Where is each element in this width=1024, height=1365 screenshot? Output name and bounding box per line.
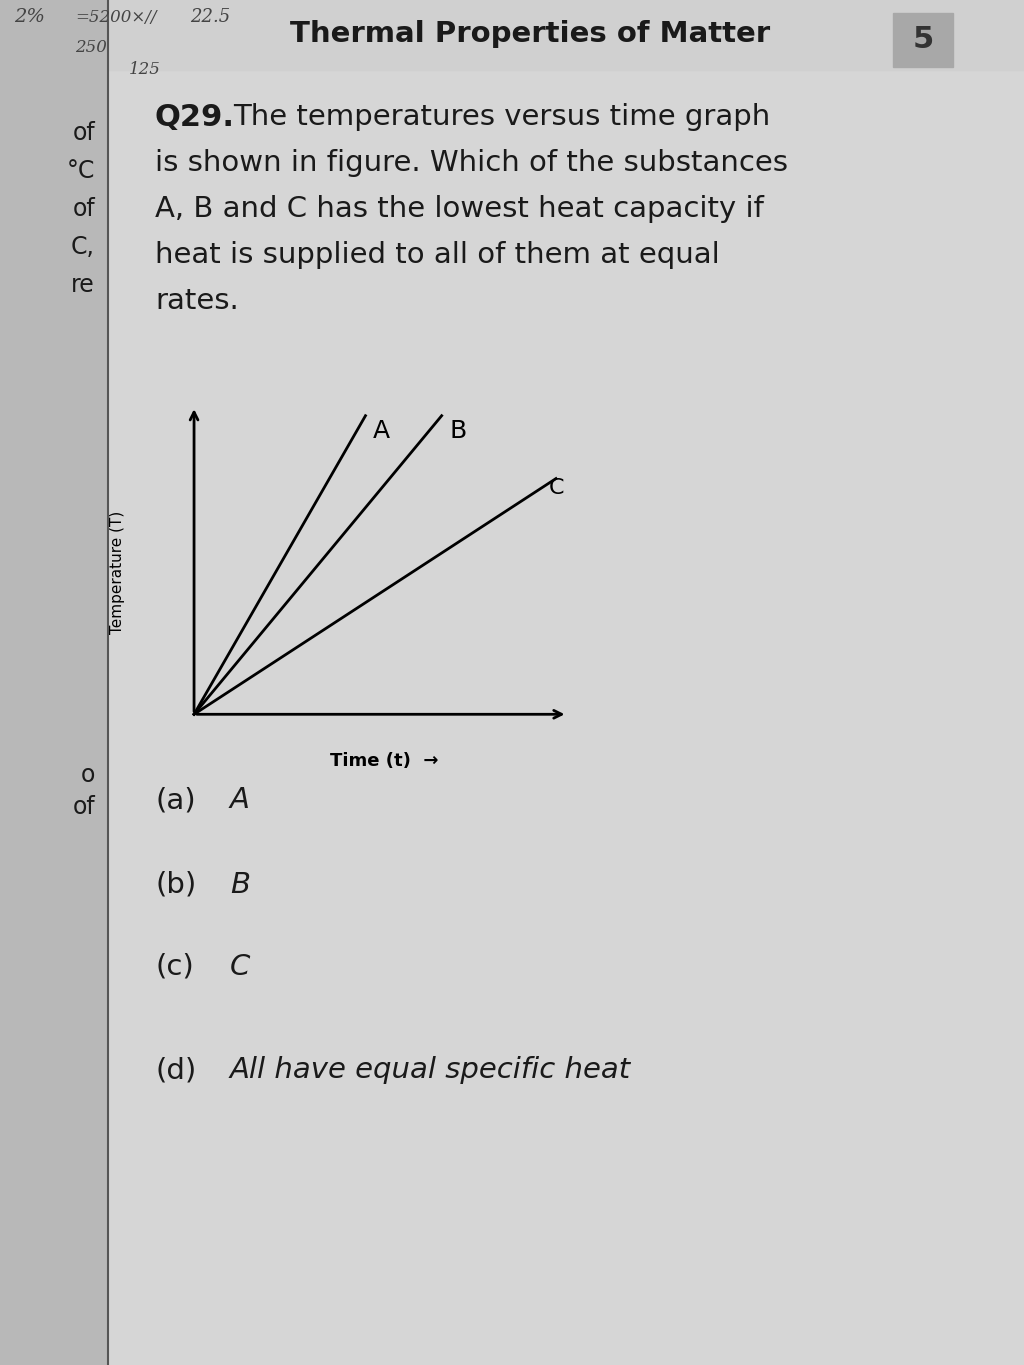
Text: 22.5: 22.5 [189, 8, 230, 26]
Text: 125: 125 [129, 61, 161, 79]
Text: =5200×//: =5200×// [75, 8, 157, 26]
Text: B: B [450, 419, 467, 442]
Text: The temperatures versus time graph: The temperatures versus time graph [233, 102, 770, 131]
Text: of: of [73, 794, 95, 819]
Text: 250: 250 [75, 38, 106, 56]
Text: Time (t)  →: Time (t) → [331, 752, 438, 770]
Bar [108, 0, 1024, 70]
Text: is shown in figure. Which of the substances: is shown in figure. Which of the substan… [155, 149, 788, 177]
Text: of: of [73, 121, 95, 145]
Text: A, B and C has the lowest heat capacity if: A, B and C has the lowest heat capacity … [155, 195, 764, 222]
Text: of: of [73, 197, 95, 221]
Text: C: C [230, 953, 251, 981]
Text: C: C [548, 478, 564, 498]
Text: B: B [230, 871, 250, 900]
Text: rates.: rates. [155, 287, 239, 315]
Text: A: A [373, 419, 390, 442]
Text: C,: C, [71, 235, 95, 259]
Text: Thermal Properties of Matter: Thermal Properties of Matter [290, 20, 770, 48]
Text: re: re [72, 273, 95, 298]
Text: Temperature (T): Temperature (T) [111, 512, 125, 635]
Text: heat is supplied to all of them at equal: heat is supplied to all of them at equal [155, 242, 720, 269]
Bar [108, 0, 1024, 1365]
Text: (a): (a) [155, 786, 196, 814]
Text: All have equal specific heat: All have equal specific heat [230, 1057, 631, 1084]
Text: o: o [81, 763, 95, 788]
Text: (b): (b) [155, 871, 197, 900]
Bar [893, 14, 953, 67]
Text: 5: 5 [912, 26, 934, 55]
Text: °C: °C [67, 158, 95, 183]
Text: (d): (d) [155, 1057, 197, 1084]
Text: A: A [230, 786, 250, 814]
Text: (c): (c) [155, 953, 194, 981]
Text: Q29.: Q29. [155, 102, 234, 131]
Text: 2%: 2% [14, 8, 45, 26]
Bar [0, 0, 108, 1365]
